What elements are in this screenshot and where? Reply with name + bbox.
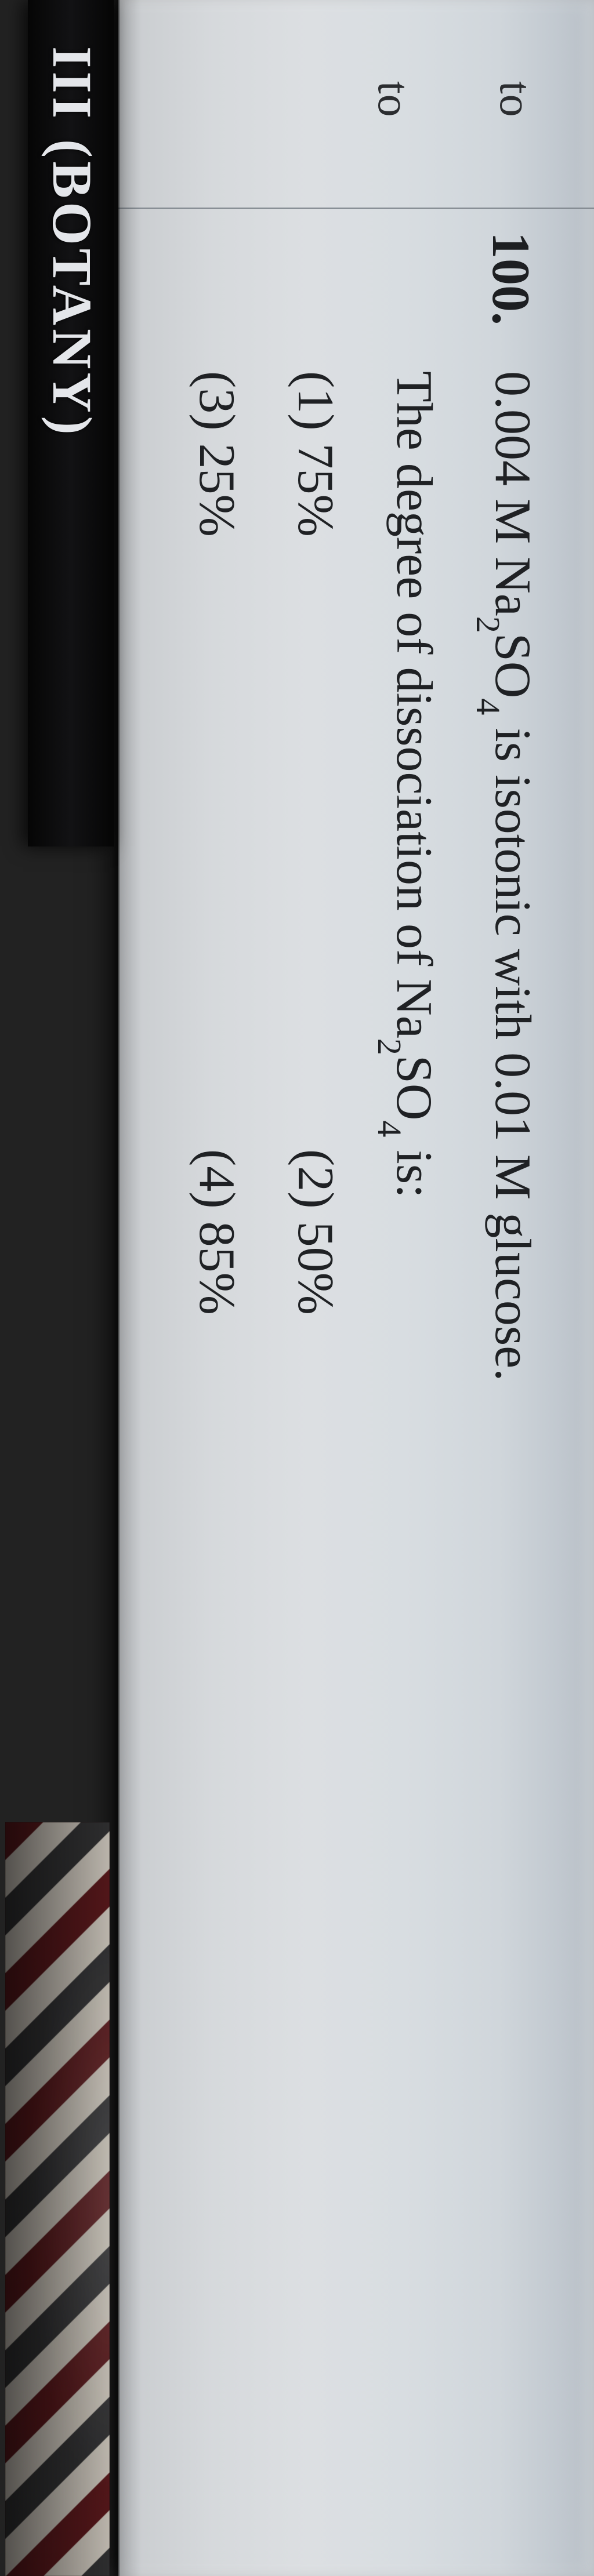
- margin-text-to-1: to: [490, 81, 542, 118]
- subscript-4: 4: [469, 698, 507, 715]
- rotated-scene: to to 100. 0.004 M Na2SO4 is isotonic wi…: [0, 0, 594, 2576]
- subscript-2: 2: [469, 616, 507, 633]
- subscript-2: 2: [371, 1038, 408, 1055]
- margin-column: to to: [118, 0, 594, 209]
- option-3: (3) 25%: [187, 371, 246, 1136]
- textbook-page: to to 100. 0.004 M Na2SO4 is isotonic wi…: [118, 0, 594, 2576]
- q-text: SO: [484, 633, 541, 699]
- question-line-2: The degree of dissociation of Na2SO4 is:: [378, 371, 443, 1198]
- q-text: The degree of dissociation of Na: [386, 371, 442, 1038]
- option-4: (4) 85%: [187, 1149, 246, 1315]
- q-text: SO: [386, 1055, 442, 1121]
- q-text: 0.004 M Na: [484, 371, 541, 616]
- subscript-4: 4: [371, 1120, 408, 1137]
- option-1: (1) 75%: [286, 371, 345, 1136]
- question-line-1: 0.004 M Na2SO4 is isotonic with 0.01 M g…: [477, 371, 542, 1381]
- option-2: (2) 50%: [286, 1149, 345, 1315]
- question-number: 100.: [480, 232, 542, 325]
- q-text: is:: [386, 1137, 442, 1198]
- page-bottom-shadow: [118, 0, 142, 2576]
- section-strip: III (BOTANY): [28, 0, 114, 846]
- options-row-1: (1) 75% (2) 50%: [286, 371, 345, 1315]
- options-row-2: (3) 25% (4) 85%: [187, 371, 246, 1315]
- q-text: is isotonic with 0.01 M glucose.: [484, 715, 541, 1381]
- section-strip-text: III (BOTANY): [40, 46, 104, 438]
- margin-text-to-2: to: [368, 81, 420, 118]
- fabric-pattern: [5, 1822, 110, 2576]
